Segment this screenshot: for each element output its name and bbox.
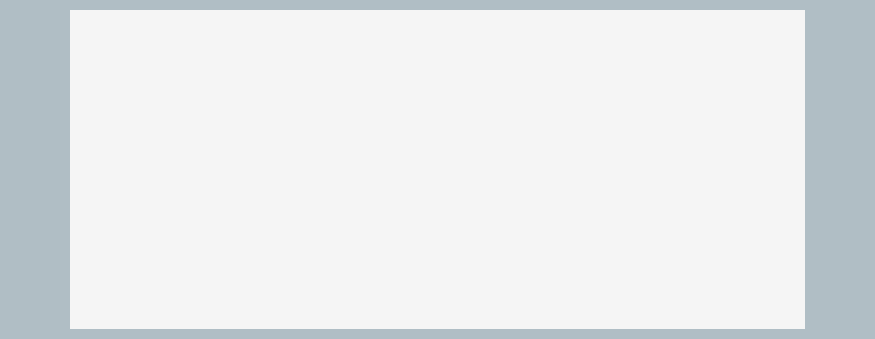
Text: Less than 0.5: Less than 0.5: [188, 80, 272, 94]
Bar: [285, 159, 315, 183]
Bar: [285, 215, 315, 239]
Text: Less than 50.5: Less than 50.5: [180, 137, 272, 149]
Bar: [285, 103, 315, 127]
Text: Less than 125.5: Less than 125.5: [172, 220, 272, 234]
Text: Less than 100.5: Less than 100.5: [172, 193, 272, 205]
Bar: [285, 187, 315, 211]
Text: Less than 150.5: Less than 150.5: [172, 248, 272, 261]
Text: Less than 75.5: Less than 75.5: [180, 164, 272, 178]
Text: Less than 25.5: Less than 25.5: [180, 108, 272, 121]
Text: Cumulative relative: Cumulative relative: [236, 39, 383, 52]
Text: frequency: frequency: [272, 55, 347, 68]
Bar: [285, 131, 315, 155]
Text: Construct a cumulative relative frequency distribution. Round your answers to th: Construct a cumulative relative frequenc…: [90, 14, 763, 27]
Bar: [285, 243, 315, 267]
Bar: [285, 75, 315, 99]
